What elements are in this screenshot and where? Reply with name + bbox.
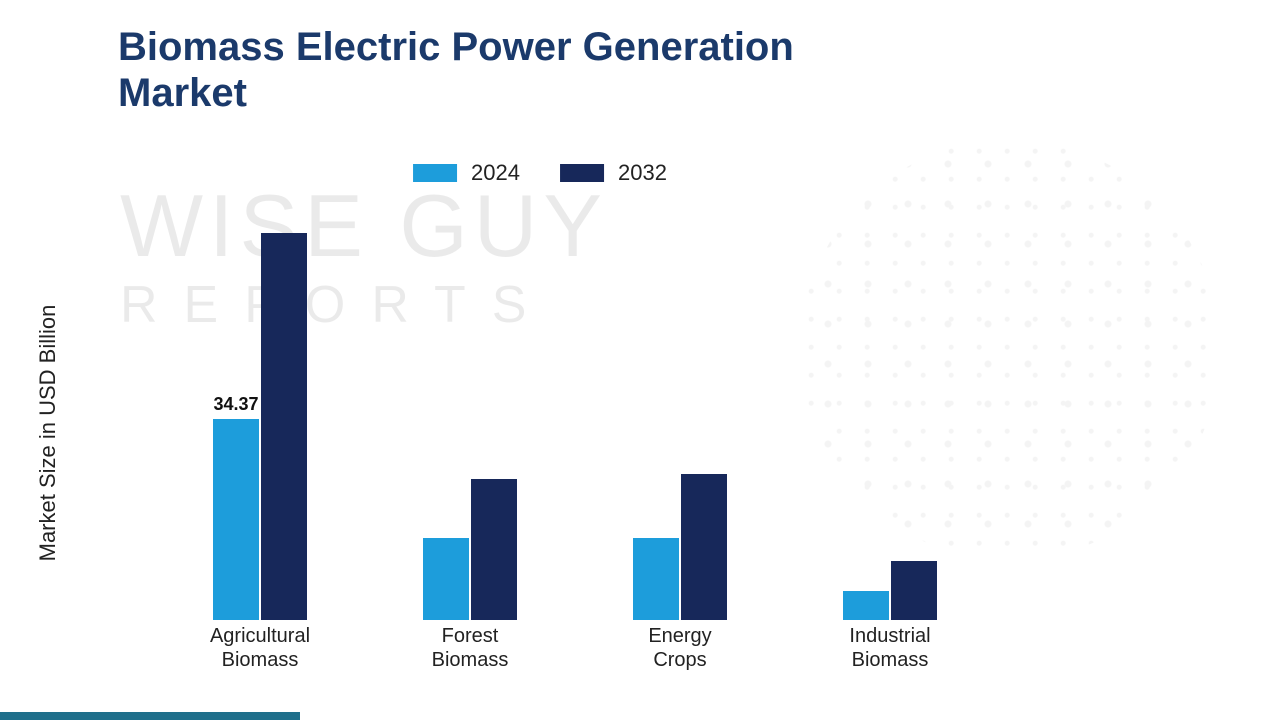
- x-axis-category-label: ForestBiomass: [370, 620, 570, 672]
- logo-wise: WISE: [1044, 22, 1125, 55]
- x-label-line2: Biomass: [370, 648, 570, 672]
- x-label-line1: Forest: [370, 624, 570, 648]
- legend-swatch-2032: [560, 164, 604, 182]
- x-label-line2: Biomass: [160, 648, 360, 672]
- bottom-accent-bar: [0, 712, 300, 720]
- bar-2032: [261, 233, 307, 620]
- x-axis-category-label: EnergyCrops: [580, 620, 780, 672]
- legend-label-2024: 2024: [471, 160, 520, 186]
- y-axis-label: Market Size in USD Billion: [35, 305, 61, 562]
- bar-2024: [423, 538, 469, 620]
- bar-2032: [681, 474, 727, 620]
- bar-2032: [891, 561, 937, 620]
- plot-region: 34.37AgriculturalBiomassForestBiomassEne…: [140, 210, 960, 620]
- bar-2024: [213, 419, 259, 620]
- right-brand-panel: [960, 0, 1280, 720]
- x-label-line1: Energy: [580, 624, 780, 648]
- legend-swatch-2024: [413, 164, 457, 182]
- legend: 2024 2032: [413, 160, 667, 186]
- x-axis-category-label: IndustrialBiomass: [790, 620, 990, 672]
- legend-item-2024: 2024: [413, 160, 520, 186]
- x-label-line2: Crops: [580, 648, 780, 672]
- x-label-line1: Agricultural: [160, 624, 360, 648]
- x-label-line1: Industrial: [790, 624, 990, 648]
- chart-area: 2024 2032 Market Size in USD Billion 34.…: [100, 160, 980, 680]
- chart-title: Biomass Electric Power Generation Market: [118, 24, 878, 116]
- legend-item-2032: 2032: [560, 160, 667, 186]
- x-label-line2: Biomass: [790, 648, 990, 672]
- logo-line1: WISE GUY: [942, 22, 1202, 56]
- brand-logo: WISE GUY REPORTS: [992, 22, 1252, 69]
- logo-guy: GUY: [1134, 22, 1202, 55]
- x-axis-category-label: AgriculturalBiomass: [160, 620, 360, 672]
- legend-label-2032: 2032: [618, 160, 667, 186]
- bar-2032: [471, 479, 517, 620]
- logo-line2: REPORTS: [942, 54, 1202, 69]
- bar-2024: [633, 538, 679, 620]
- bar-2024: [843, 591, 889, 620]
